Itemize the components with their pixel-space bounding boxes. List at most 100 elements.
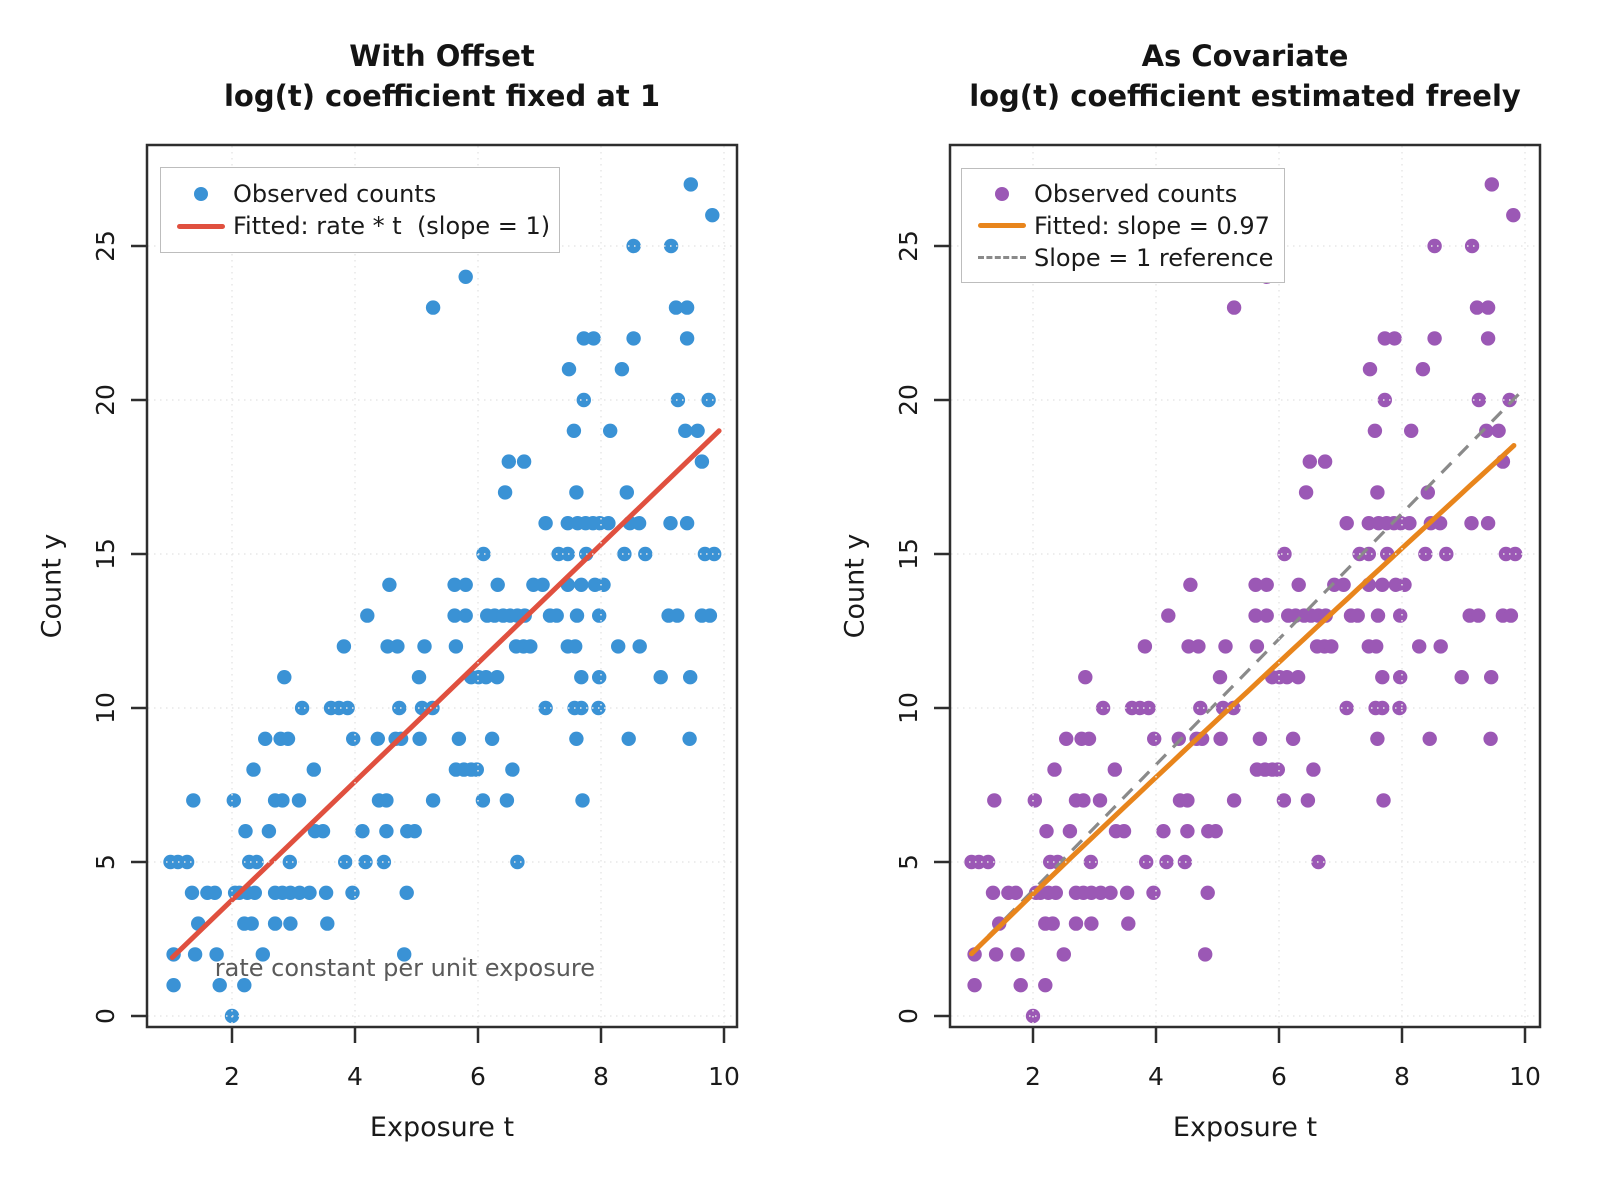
left-panel-scatter-point: [275, 793, 290, 808]
right-panel-scatter-point: [1433, 639, 1448, 654]
right-panel-scatter-point: [1146, 885, 1161, 900]
left-panel-scatter-point: [631, 516, 647, 531]
left-panel-scatter-point: [425, 793, 441, 808]
right-panel-scatter-point: [1370, 608, 1386, 623]
right-panel-scatter-point: [1412, 639, 1427, 654]
right-panel-scatter-point: [1454, 670, 1469, 685]
right-panel-title-line1: As Covariate: [1141, 39, 1349, 73]
left-panel-scatter-point: [682, 731, 697, 746]
left-panel-scatter-point: [291, 793, 307, 808]
swatch-cell: [970, 256, 1034, 259]
left-panel-scatter-point: [626, 331, 641, 346]
left-panel-scatter-point: [621, 731, 636, 746]
right-panel-scatter-point: [1248, 577, 1263, 592]
right-panel-scatter-point: [1290, 670, 1306, 685]
legend-label: Fitted: slope = 0.97: [1034, 211, 1270, 240]
left-panel-scatter-point: [184, 885, 200, 900]
right-panel-scatter-point: [1276, 793, 1292, 808]
right-panel-scatter-point: [1375, 670, 1390, 685]
left-panel-scatter-point: [355, 824, 370, 839]
left-panel-scatter-point: [592, 670, 607, 685]
left-panel-scatter-point: [237, 978, 252, 993]
right-panel-scatter-point: [1393, 670, 1408, 685]
right-panel-scatter-point: [1506, 208, 1521, 223]
left-panel-title-line2: log(t) coefficient fixed at 1: [223, 79, 661, 113]
left-y-axis-label: Count y: [36, 533, 68, 639]
left-panel-scatter-point: [626, 238, 641, 254]
right-panel-scatter-point: [1480, 300, 1496, 315]
right-panel-scatter-point: [1259, 608, 1274, 623]
right-panel-scatter-point: [1010, 947, 1025, 962]
right-panel-scatter-point: [1171, 731, 1187, 746]
left-panel-scatter-point: [261, 824, 277, 839]
left-panel-scatter-point: [399, 885, 414, 900]
left-panel-scatter-point: [244, 916, 259, 931]
right-panel-scatter-point: [1139, 854, 1154, 870]
left-panel-scatter-point: [683, 177, 698, 192]
left-panel-scatter-point: [425, 300, 441, 315]
right-panel-title: As Covariate log(t) coefficient estimate…: [950, 36, 1540, 116]
right-panel-scatter-point: [1370, 485, 1385, 500]
left-panel-scatter-point: [411, 670, 427, 685]
right-panel-scatter-point: [1375, 577, 1390, 592]
left-panel-scatter-point: [561, 362, 577, 377]
right-panel-scatter-point: [1180, 824, 1195, 839]
right-panel-scatter-point: [1300, 793, 1316, 808]
left-panel-scatter-point: [397, 947, 412, 962]
left-panel-scatter-point: [458, 577, 473, 592]
right-panel-scatter-point: [985, 885, 1001, 900]
right-panel-fitted-line: [969, 443, 1517, 957]
left-panel-scatter-point: [346, 731, 361, 746]
right-panel-scatter-point: [1068, 916, 1084, 931]
left-panel-scatter-point: [340, 700, 355, 716]
right-panel-scatter-point: [1141, 700, 1156, 716]
left-panel-scatter-point: [601, 516, 616, 531]
right-panel-scatter-point: [1317, 454, 1333, 469]
right-panel-scatter-point: [1191, 639, 1206, 654]
right-panel-scatter-point: [1208, 824, 1223, 839]
left-legend: Observed counts Fitted: rate * t (slope …: [160, 167, 560, 253]
right-panel-scatter-point: [1180, 793, 1195, 808]
left-panel-scatter-point: [258, 731, 273, 746]
left-panel-y-tick-label: 25: [91, 230, 120, 262]
right-panel-scatter-point: [1439, 546, 1454, 562]
right-panel-scatter-point: [1302, 454, 1318, 469]
left-panel-scatter-point: [560, 546, 575, 562]
left-panel-title: With Offset log(t) coefficient fixed at …: [147, 36, 737, 116]
right-panel-scatter-point: [1212, 670, 1228, 685]
right-panel-scatter-point: [1480, 516, 1496, 531]
left-panel-scatter-point: [499, 793, 515, 808]
right-panel-scatter-point: [1159, 854, 1174, 870]
left-panel-scatter-point: [469, 762, 484, 777]
left-panel-x-tick-label: 4: [347, 1062, 363, 1091]
right-panel-scatter-point: [1483, 731, 1498, 746]
right-panel-scatter-point: [1397, 577, 1412, 592]
right-panel-scatter-point: [1277, 546, 1292, 562]
right-panel-scatter-point: [1249, 639, 1265, 654]
left-panel-scatter-point: [668, 300, 684, 315]
right-panel-scatter-point: [1121, 916, 1136, 931]
left-panel-scatter-point: [447, 608, 462, 623]
right-panel-scatter-point: [1484, 670, 1499, 685]
left-panel-scatter-point: [592, 608, 607, 623]
right-panel-scatter-point: [1213, 731, 1228, 746]
right-panel-scatter-point: [1027, 793, 1043, 808]
right-panel-scatter-point: [1375, 700, 1390, 716]
right-panel-scatter-point: [1177, 854, 1193, 870]
right-panel-scatter-point: [1376, 793, 1391, 808]
right-panel-scatter-point: [1387, 331, 1402, 346]
left-panel-scatter-point: [484, 731, 500, 746]
left-panel-scatter-point: [614, 362, 630, 377]
left-panel-scatter-point: [505, 762, 520, 777]
left-panel-scatter-point: [255, 947, 270, 962]
right-panel-scatter-point: [1147, 731, 1162, 746]
left-panel-scatter-point: [246, 762, 261, 777]
right-panel-y-tick-label: 20: [894, 384, 923, 416]
left-panel-scatter-point: [538, 700, 553, 716]
right-panel-scatter-point: [1198, 947, 1213, 962]
right-panel-scatter-point: [1259, 577, 1274, 592]
left-panel-scatter-point: [320, 916, 335, 931]
right-panel-scatter-point: [1404, 423, 1419, 438]
left-panel-scatter-point: [679, 300, 695, 315]
